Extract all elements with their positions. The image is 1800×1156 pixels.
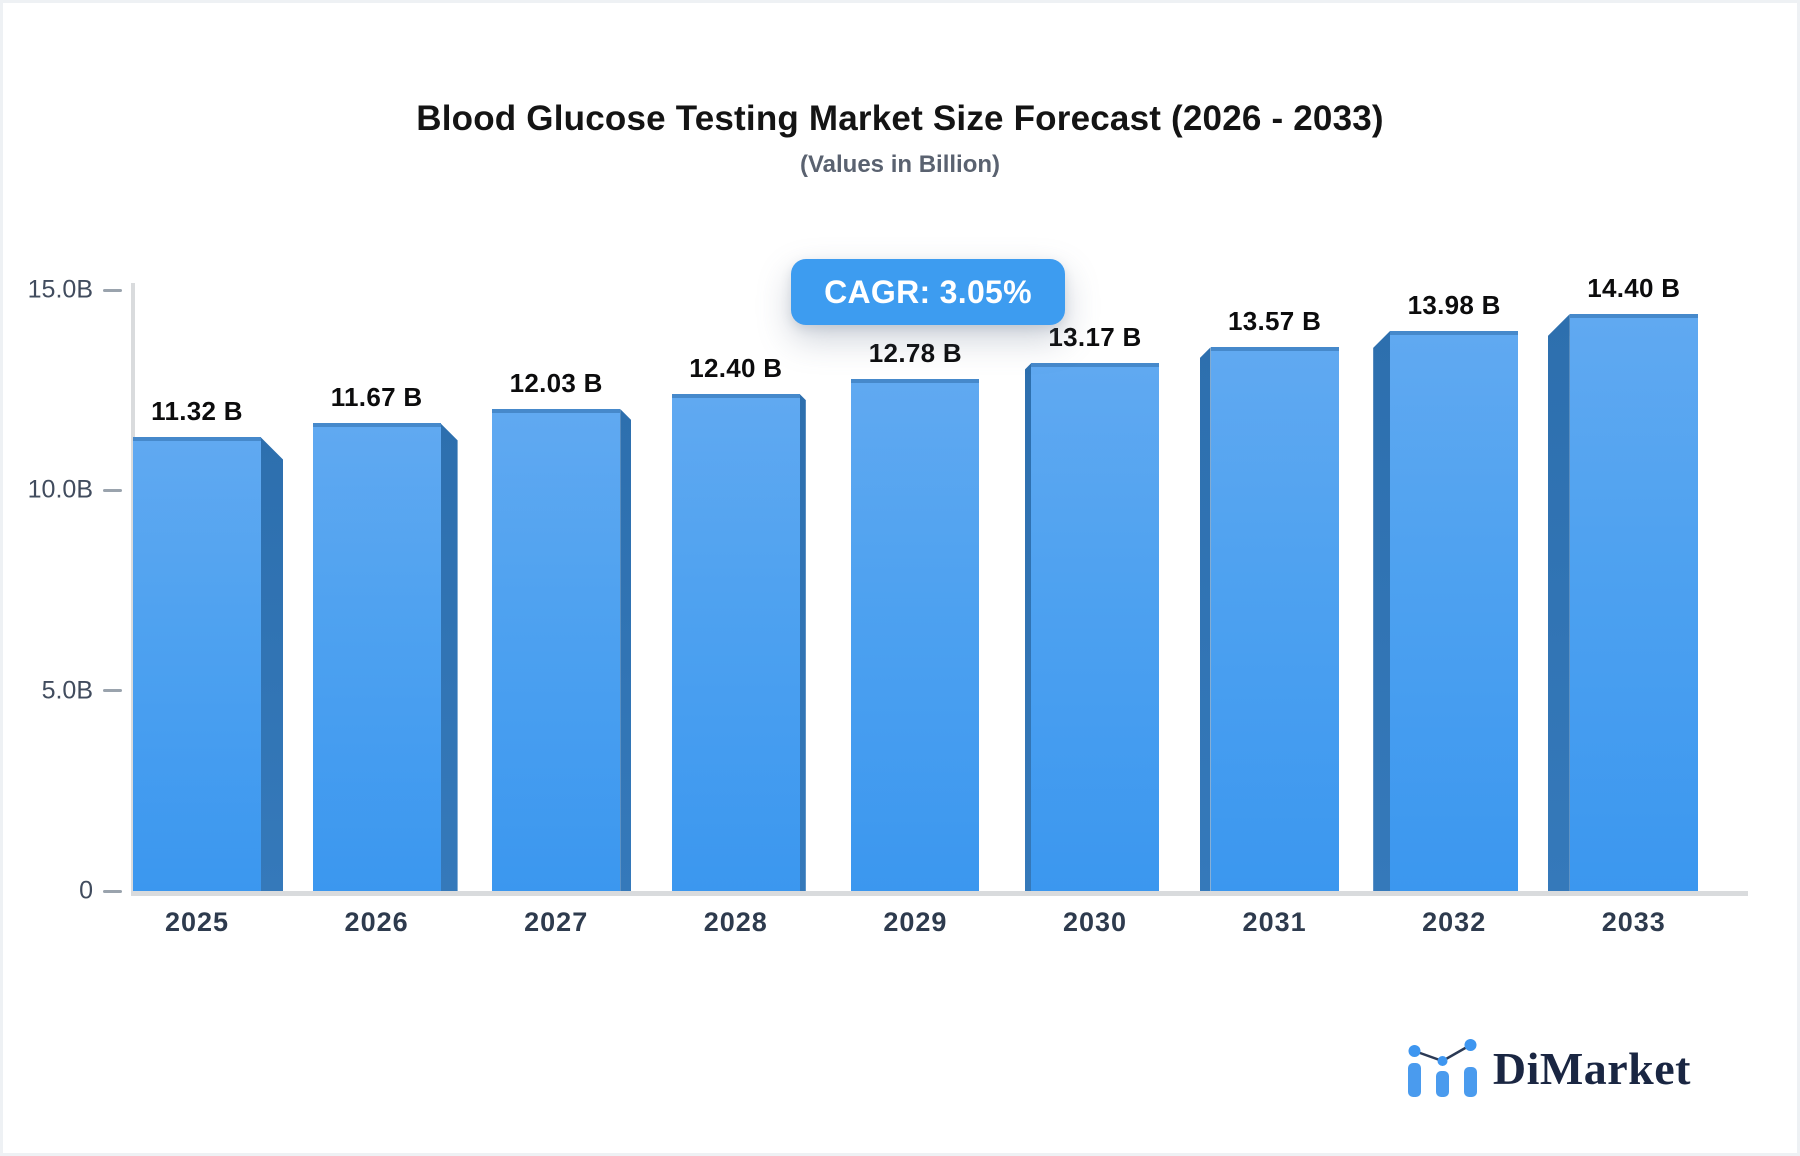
bar-value-label: 12.40 B <box>689 353 783 384</box>
bar-2026 <box>312 423 441 891</box>
bar-value-label: 14.40 B <box>1587 273 1681 304</box>
bar-2033 <box>1569 314 1698 891</box>
x-tick-label: 2030 <box>1062 907 1128 937</box>
y-tick-mark <box>103 689 122 693</box>
y-tick-label: 5.0B <box>41 676 93 705</box>
bar-2027 <box>492 408 621 891</box>
bar-side-face <box>1025 363 1031 891</box>
x-axis-line <box>131 891 1748 896</box>
bar-side-face <box>1199 347 1211 891</box>
x-tick-label: 2029 <box>883 907 948 937</box>
bar-value-label: 12.78 B <box>868 337 962 368</box>
dimarket-logo: DiMarket <box>1407 1039 1691 1097</box>
bar-value-label: 12.03 B <box>509 367 603 398</box>
bar-value-label: 13.17 B <box>1048 322 1142 353</box>
y-tick-mark <box>103 889 122 893</box>
bar-value-label: 11.67 B <box>330 382 423 413</box>
x-tick-label: 2027 <box>524 907 589 937</box>
bar-side-face <box>620 408 632 891</box>
y-tick-mark <box>103 288 122 292</box>
logo-text: DiMarket <box>1492 1042 1691 1094</box>
y-tick-label: 0 <box>79 876 93 905</box>
x-tick-label: 2028 <box>703 907 768 937</box>
bar-2031 <box>1210 347 1339 891</box>
mini-bar-chart-icon <box>1407 1039 1477 1097</box>
bar-2030 <box>1031 363 1159 891</box>
bar-2032 <box>1390 330 1519 891</box>
bar-value-label: 13.98 B <box>1407 289 1501 320</box>
bar-value-label: 11.32 B <box>151 396 243 427</box>
cagr-badge-label: CAGR: 3.05% <box>824 273 1032 310</box>
chart-title: Blood Glucose Testing Market Size Foreca… <box>416 99 1384 138</box>
x-tick-label: 2025 <box>164 907 230 937</box>
bar-2028 <box>671 394 800 891</box>
y-tick-mark <box>103 488 122 492</box>
bar-side-face <box>799 394 806 891</box>
bar-side-face <box>1373 330 1391 891</box>
bar-value-label: 13.57 B <box>1228 306 1322 337</box>
chart-subtitle: (Values in Billion) <box>799 151 1001 178</box>
x-tick-label: 2026 <box>344 907 409 937</box>
bar-2029 <box>851 378 980 891</box>
bar-side-face <box>1547 314 1570 891</box>
y-tick-label: 10.0B <box>27 475 93 504</box>
bar-side-face <box>440 423 458 891</box>
y-tick-label: 15.0B <box>27 275 93 304</box>
bar-2025 <box>133 437 261 891</box>
x-tick-label: 2032 <box>1422 907 1487 937</box>
x-tick-label: 2033 <box>1601 907 1666 937</box>
x-tick-label: 2031 <box>1242 907 1307 937</box>
cagr-badge: CAGR: 3.05% <box>791 259 1065 325</box>
bar-side-face <box>261 437 283 891</box>
